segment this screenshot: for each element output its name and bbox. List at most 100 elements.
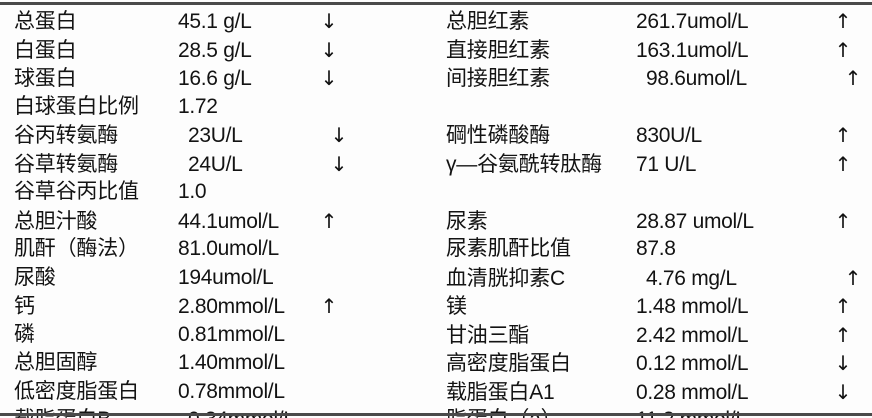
test-name: 总胆汁酸 [14, 209, 98, 233]
test-value: 0.28 mmol/L [636, 380, 749, 404]
test-value: 16.6 g/L [178, 67, 252, 90]
test-name: 钙 [14, 295, 35, 318]
test-name: 谷草谷丙比值 [14, 180, 139, 203]
test-name: 血清胱抑素C [446, 266, 565, 290]
test-name: 尿素肌酐比值 [446, 237, 571, 260]
arrow-up-icon: ↑ [844, 66, 862, 90]
table-row: 总胆红素 261.7umol/L ↑ [446, 7, 872, 36]
test-value: 98.6umol/L [646, 67, 747, 90]
test-name: 碙性磷酸酶 [446, 124, 550, 147]
table-row: 尿素 28.87 umol/L ↑ [446, 207, 872, 236]
table-row: 白球蛋白比例 1.72 [14, 93, 436, 122]
test-value: 87.8 [636, 237, 676, 260]
table-bottom-border [0, 413, 872, 416]
test-name: 总蛋白 [14, 10, 77, 33]
arrow-up-icon: ↑ [320, 208, 338, 233]
test-name: 低密度脂蛋白 [14, 379, 139, 403]
arrow-up-icon: ↑ [834, 37, 852, 62]
test-name: 镁 [446, 295, 467, 318]
test-value: 194umol/L [178, 265, 274, 289]
table-row: 甘油三酯 2.42 mmol/L ↑ [446, 321, 872, 350]
table-row: 肌酐（酶法） 81.0umol/L [14, 235, 436, 264]
test-value: 2.42 mmol/L [636, 323, 749, 347]
table-row: 谷丙转氨酶 23U/L ↓ [14, 121, 436, 150]
test-name: 载脂蛋白B [14, 406, 178, 418]
arrow-up-icon: ↑ [834, 9, 852, 33]
test-name: 总胆红素 [446, 10, 530, 33]
arrow-up-icon: ↑ [834, 322, 852, 347]
test-name: γ—谷氨酰转肽酶 [446, 152, 602, 176]
test-name: 谷丙转氨酶 [14, 124, 118, 147]
right-column: 总胆红素 261.7umol/L ↑ 直接胆红素 163.1umol/L ↑ 间接胆红素 98… [436, 7, 872, 418]
table-row: 钙 2.80mmol/L ↑ [14, 292, 436, 321]
test-name: 总胆固醇 [14, 351, 98, 374]
arrow-up-icon: ↑ [834, 123, 852, 147]
test-name: 白球蛋白比例 [14, 94, 139, 118]
test-value: 163.1umol/L [636, 38, 749, 62]
table-row: 载脂蛋白A1 0.28 mmol/L ↓ [446, 378, 872, 407]
test-name: 高密度脂蛋白 [446, 352, 571, 375]
arrow-up-icon: ↑ [834, 294, 852, 318]
test-value: 1.48 mmol/L [636, 295, 749, 318]
test-value: 28.87 umol/L [636, 209, 754, 233]
test-value: 4.76 mg/L [646, 266, 737, 290]
table-row: 高密度脂蛋白 0.12 mmol/L ↓ [446, 349, 872, 378]
arrow-down-icon: ↓ [320, 37, 338, 62]
test-value: 261.7umol/L [636, 10, 749, 33]
arrow-down-icon: ↓ [330, 151, 348, 176]
table-row: 低密度脂蛋白 0.78mmol/L [14, 378, 436, 407]
test-value: 23U/L [188, 124, 243, 147]
table-row: 脂蛋白（a）11.2 mmol/L [446, 406, 872, 418]
test-name: 间接胆红素 [446, 67, 550, 90]
arrow-down-icon: ↓ [834, 379, 852, 404]
test-name: 肌酐（酶法） [14, 237, 139, 260]
table-row: 尿酸 194umol/L [14, 264, 436, 293]
table-row: 总胆汁酸 44.1umol/L ↑ [14, 207, 436, 236]
table-row: 谷草转氨酶 24U/L ↓ [14, 150, 436, 179]
table-row: 间接胆红素 98.6umol/L ↑ [446, 64, 872, 93]
test-value: 44.1umol/L [178, 209, 279, 233]
arrow-down-icon: ↓ [330, 123, 348, 147]
left-column: 总蛋白 45.1 g/L ↓ 白蛋白 28.5 g/L ↓ 球蛋白 16.6 g/L ↓ 白球蛋白… [0, 7, 436, 418]
spacer-row [446, 178, 872, 207]
test-name: 尿酸 [14, 265, 56, 289]
test-name: 球蛋白 [14, 67, 77, 90]
table-row: 载脂蛋白B0.34mmol/L [14, 406, 436, 418]
table-body: 总蛋白 45.1 g/L ↓ 白蛋白 28.5 g/L ↓ 球蛋白 16.6 g/L ↓ 白球蛋白… [0, 7, 872, 418]
table-row: 总胆固醇 1.40mmol/L [14, 349, 436, 378]
table-row: 磷 0.81mmol/L [14, 321, 436, 350]
test-value: 830U/L [636, 124, 702, 147]
table-row: 碙性磷酸酶 830U/L ↑ [446, 121, 872, 150]
table-row: 白蛋白 28.5 g/L ↓ [14, 36, 436, 65]
test-value: 0.81mmol/L [178, 322, 285, 346]
table-row: 球蛋白 16.6 g/L ↓ [14, 64, 436, 93]
table-row: 总蛋白 45.1 g/L ↓ [14, 7, 436, 36]
test-value: 24U/L [188, 152, 243, 176]
table-row: 镁 1.48 mmol/L ↑ [446, 292, 872, 321]
test-name: 载脂蛋白A1 [446, 380, 555, 404]
test-name: 直接胆红素 [446, 38, 550, 62]
test-value: 1.72 [178, 94, 218, 118]
test-value: 11.2 mmol/L [636, 406, 832, 418]
arrow-up-icon: ↑ [320, 294, 338, 318]
test-value: 2.80mmol/L [178, 295, 285, 318]
table-row: γ—谷氨酰转肽酶 71 U/L ↑ [446, 150, 872, 179]
test-value: 1.40mmol/L [178, 351, 285, 374]
test-name: 磷 [14, 322, 35, 346]
test-name: 脂蛋白（a） [446, 406, 636, 418]
arrow-up-icon: ↑ [834, 151, 852, 176]
arrow-down-icon: ↓ [320, 9, 338, 33]
test-name: 谷草转氨酶 [14, 152, 118, 176]
table-row: 尿素肌酐比值 87.8 [446, 235, 872, 264]
test-value: 71 U/L [636, 152, 697, 176]
table-row: 血清胱抑素C 4.76 mg/L ↑ [446, 264, 872, 293]
test-value: 0.34mmol/L [178, 406, 328, 418]
table-row: 谷草谷丙比值 1.0 [14, 178, 436, 207]
arrow-up-icon: ↑ [834, 208, 852, 233]
spacer-row [446, 93, 872, 122]
test-value: 1.0 [178, 180, 207, 203]
test-value: 28.5 g/L [178, 38, 252, 62]
arrow-down-icon: ↓ [834, 351, 852, 375]
test-name: 白蛋白 [14, 38, 77, 62]
